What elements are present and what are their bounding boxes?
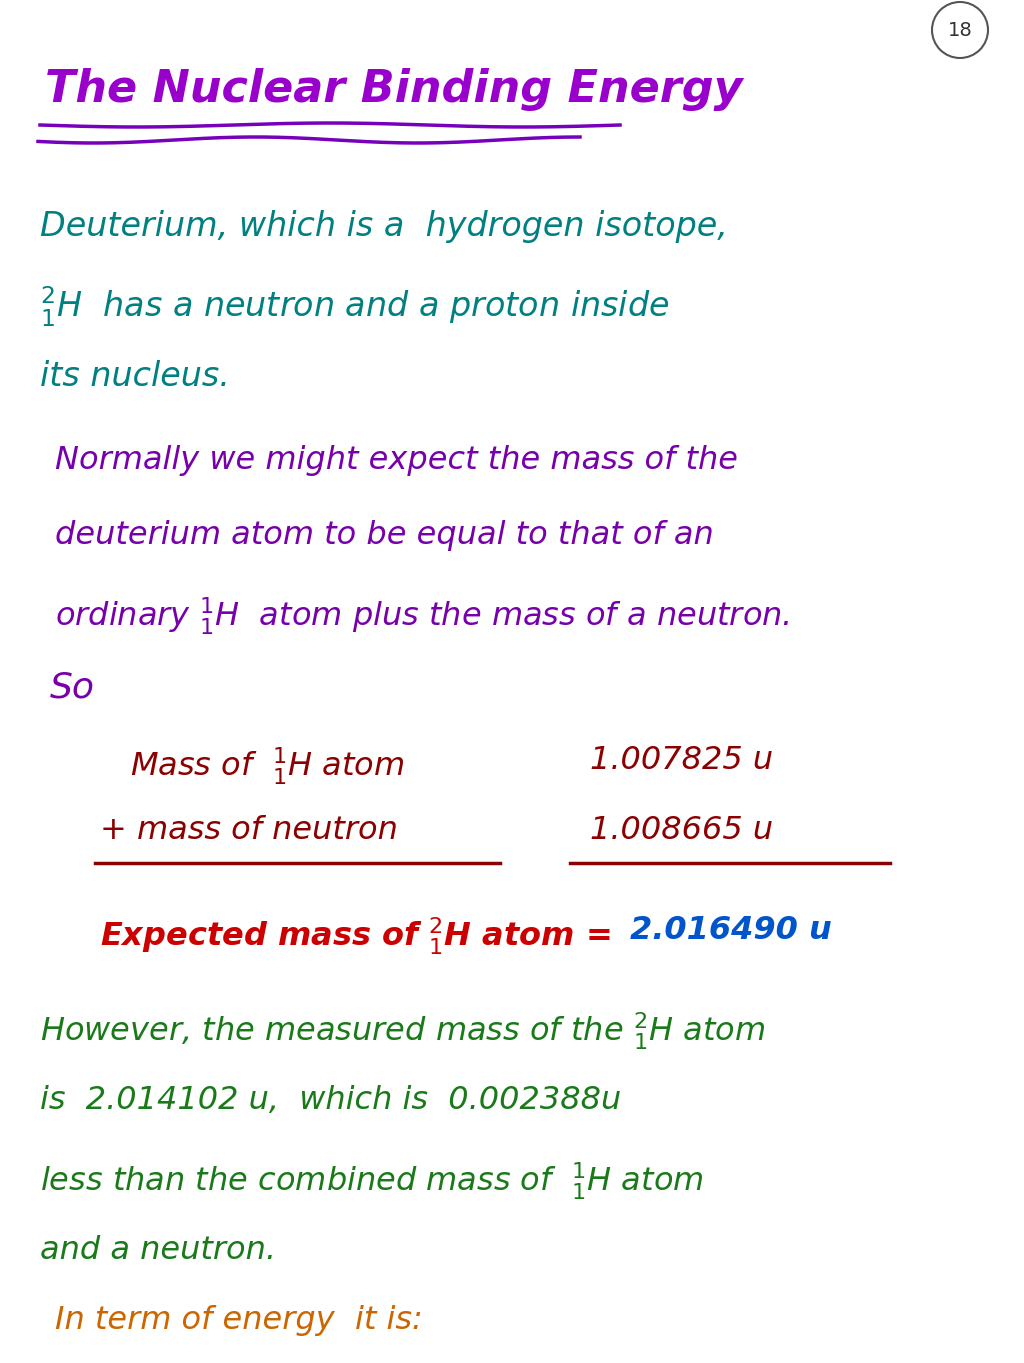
Text: Mass of  $^1_1$H atom: Mass of $^1_1$H atom <box>130 746 404 786</box>
Text: 1.007825 u: 1.007825 u <box>590 746 773 776</box>
Text: its nucleus.: its nucleus. <box>40 360 229 393</box>
Text: However, the measured mass of the $^2_1$H atom: However, the measured mass of the $^2_1$… <box>40 1010 766 1052</box>
Text: less than the combined mass of  $^1_1$H atom: less than the combined mass of $^1_1$H a… <box>40 1160 703 1202</box>
Text: So: So <box>50 671 95 705</box>
Text: and a neutron.: and a neutron. <box>40 1235 276 1266</box>
Text: + mass of neutron: + mass of neutron <box>100 815 398 846</box>
Text: Normally we might expect the mass of the: Normally we might expect the mass of the <box>55 444 738 476</box>
Text: deuterium atom to be equal to that of an: deuterium atom to be equal to that of an <box>55 521 714 551</box>
Text: $^2_1$H  has a neutron and a proton inside: $^2_1$H has a neutron and a proton insid… <box>40 285 670 330</box>
Text: ordinary $^1_1$H  atom plus the mass of a neutron.: ordinary $^1_1$H atom plus the mass of a… <box>55 596 790 637</box>
Text: The Nuclear Binding Energy: The Nuclear Binding Energy <box>45 68 742 110</box>
Text: 1.008665 u: 1.008665 u <box>590 815 773 846</box>
Text: Expected mass of $^2_1$H atom =: Expected mass of $^2_1$H atom = <box>100 915 610 957</box>
Text: is  2.014102 u,  which is  0.002388u: is 2.014102 u, which is 0.002388u <box>40 1085 622 1116</box>
Text: Deuterium, which is a  hydrogen isotope,: Deuterium, which is a hydrogen isotope, <box>40 210 728 243</box>
Text: 18: 18 <box>947 20 973 40</box>
Text: 2.016490 u: 2.016490 u <box>630 915 831 946</box>
Text: In term of energy  it is:: In term of energy it is: <box>55 1304 423 1336</box>
